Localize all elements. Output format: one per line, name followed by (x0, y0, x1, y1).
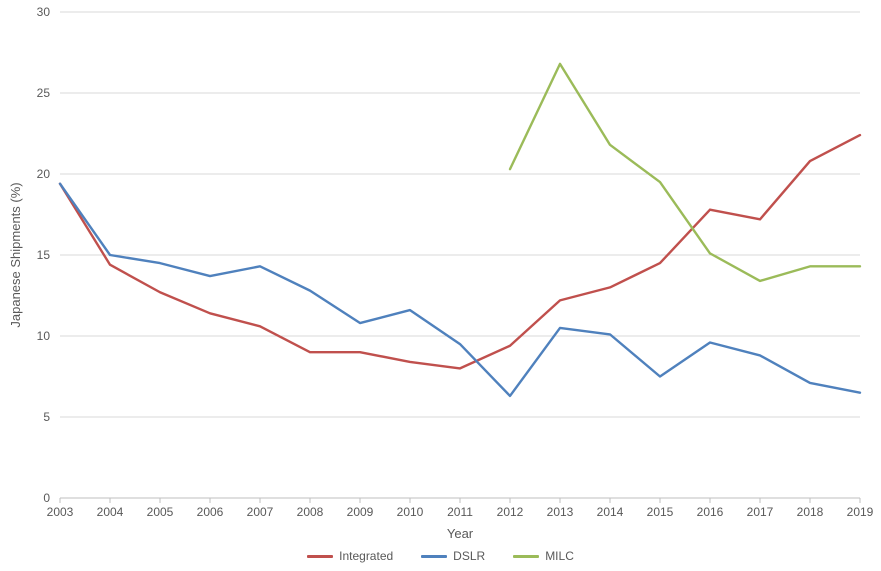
legend-label: DSLR (453, 549, 485, 563)
x-tick-label: 2011 (447, 505, 473, 519)
y-tick-label: 10 (37, 329, 51, 343)
x-axis-label: Year (447, 526, 474, 541)
x-tick-label: 2012 (497, 505, 524, 519)
line-chart: 0 5 10 15 20 25 30 2003 2004 2005 2006 2007 2008 2009… (0, 0, 881, 571)
legend-swatch (513, 555, 539, 558)
legend-swatch (307, 555, 333, 558)
legend-item-integrated: Integrated (307, 549, 393, 563)
y-tick-label: 5 (43, 410, 50, 424)
legend-label: MILC (545, 549, 574, 563)
legend-swatch (421, 555, 447, 558)
legend-item-milc: MILC (513, 549, 574, 563)
y-tick-label: 15 (37, 248, 51, 262)
y-tick-label: 0 (43, 491, 50, 505)
x-tick-label: 2010 (397, 505, 424, 519)
x-tick-label: 2008 (297, 505, 324, 519)
y-axis-label: Japanese Shipments (%) (8, 182, 23, 327)
chart-legend: Integrated DSLR MILC (0, 547, 881, 564)
legend-item-dslr: DSLR (421, 549, 485, 563)
x-tick-label: 2019 (847, 505, 874, 519)
y-tick-label: 25 (37, 86, 51, 100)
x-tick-label: 2009 (347, 505, 374, 519)
x-tick-label: 2003 (47, 505, 74, 519)
x-tick-label: 2017 (747, 505, 774, 519)
legend-label: Integrated (339, 549, 393, 563)
series-milc (510, 64, 860, 281)
x-tick-label: 2005 (147, 505, 174, 519)
x-tick-label: 2015 (647, 505, 674, 519)
x-tick-label: 2007 (247, 505, 274, 519)
y-tick-label: 30 (37, 5, 51, 19)
x-tick-label: 2016 (697, 505, 724, 519)
series-integrated (60, 135, 860, 368)
x-tick-label: 2014 (597, 505, 624, 519)
x-tick-label: 2013 (547, 505, 574, 519)
x-tick-label: 2004 (97, 505, 124, 519)
y-tick-label: 20 (37, 167, 51, 181)
x-tick-label: 2018 (797, 505, 824, 519)
x-tick-label: 2006 (197, 505, 224, 519)
chart-container: 0 5 10 15 20 25 30 2003 2004 2005 2006 2007 2008 2009… (0, 0, 881, 571)
